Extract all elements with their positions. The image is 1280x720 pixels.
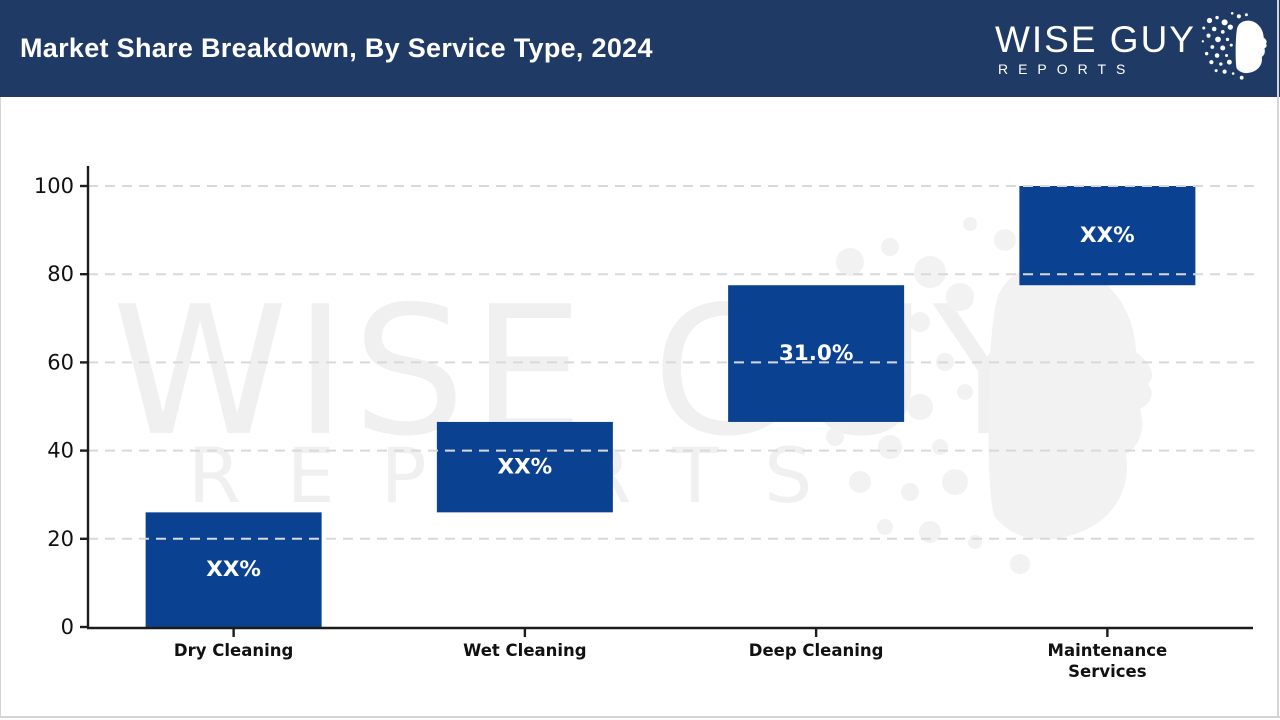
report-header: Market Share Breakdown, By Service Type,… (0, 0, 1280, 97)
bar-dry-cleaning (145, 512, 322, 627)
category-label-deep-cleaning: Deep Cleaning (749, 641, 884, 660)
y-tick-label-0: 0 (61, 615, 74, 639)
category-label-wet-cleaning: Wet Cleaning (463, 641, 586, 660)
y-tick-label-80: 80 (47, 262, 74, 286)
bar-maintenance-services (1019, 186, 1196, 286)
page-title: Market Share Breakdown, By Service Type,… (20, 33, 653, 63)
category-label-dry-cleaning: Dry Cleaning (174, 641, 293, 660)
category-label-maintenance-services: Maintenance Services (1048, 641, 1168, 681)
wiseguy-logo: WISE GUY REPORTS (995, 11, 1280, 87)
bar-deep-cleaning (728, 285, 905, 422)
page-border-bottom (0, 716, 1280, 718)
wiseguy-face-icon (1198, 11, 1274, 87)
y-tick-label-40: 40 (47, 439, 74, 463)
page-border-right (1277, 0, 1279, 718)
bar-value-label-wet-cleaning: XX% (498, 455, 553, 480)
logo-wordmark: WISE GUY (994, 19, 1196, 60)
bar-value-label-maintenance-services: XX% (1080, 223, 1135, 248)
bar-value-label-dry-cleaning: XX% (206, 557, 261, 582)
wiseguy-logo-text: WISE GUY REPORTS (995, 21, 1196, 76)
page-border-left (0, 97, 1, 718)
bar-wet-cleaning (436, 421, 613, 513)
y-tick-label-20: 20 (47, 527, 74, 551)
logo-subtitle: REPORTS (997, 61, 1136, 77)
y-tick-label-60: 60 (47, 350, 74, 374)
y-tick-label-100: 100 (34, 174, 74, 198)
